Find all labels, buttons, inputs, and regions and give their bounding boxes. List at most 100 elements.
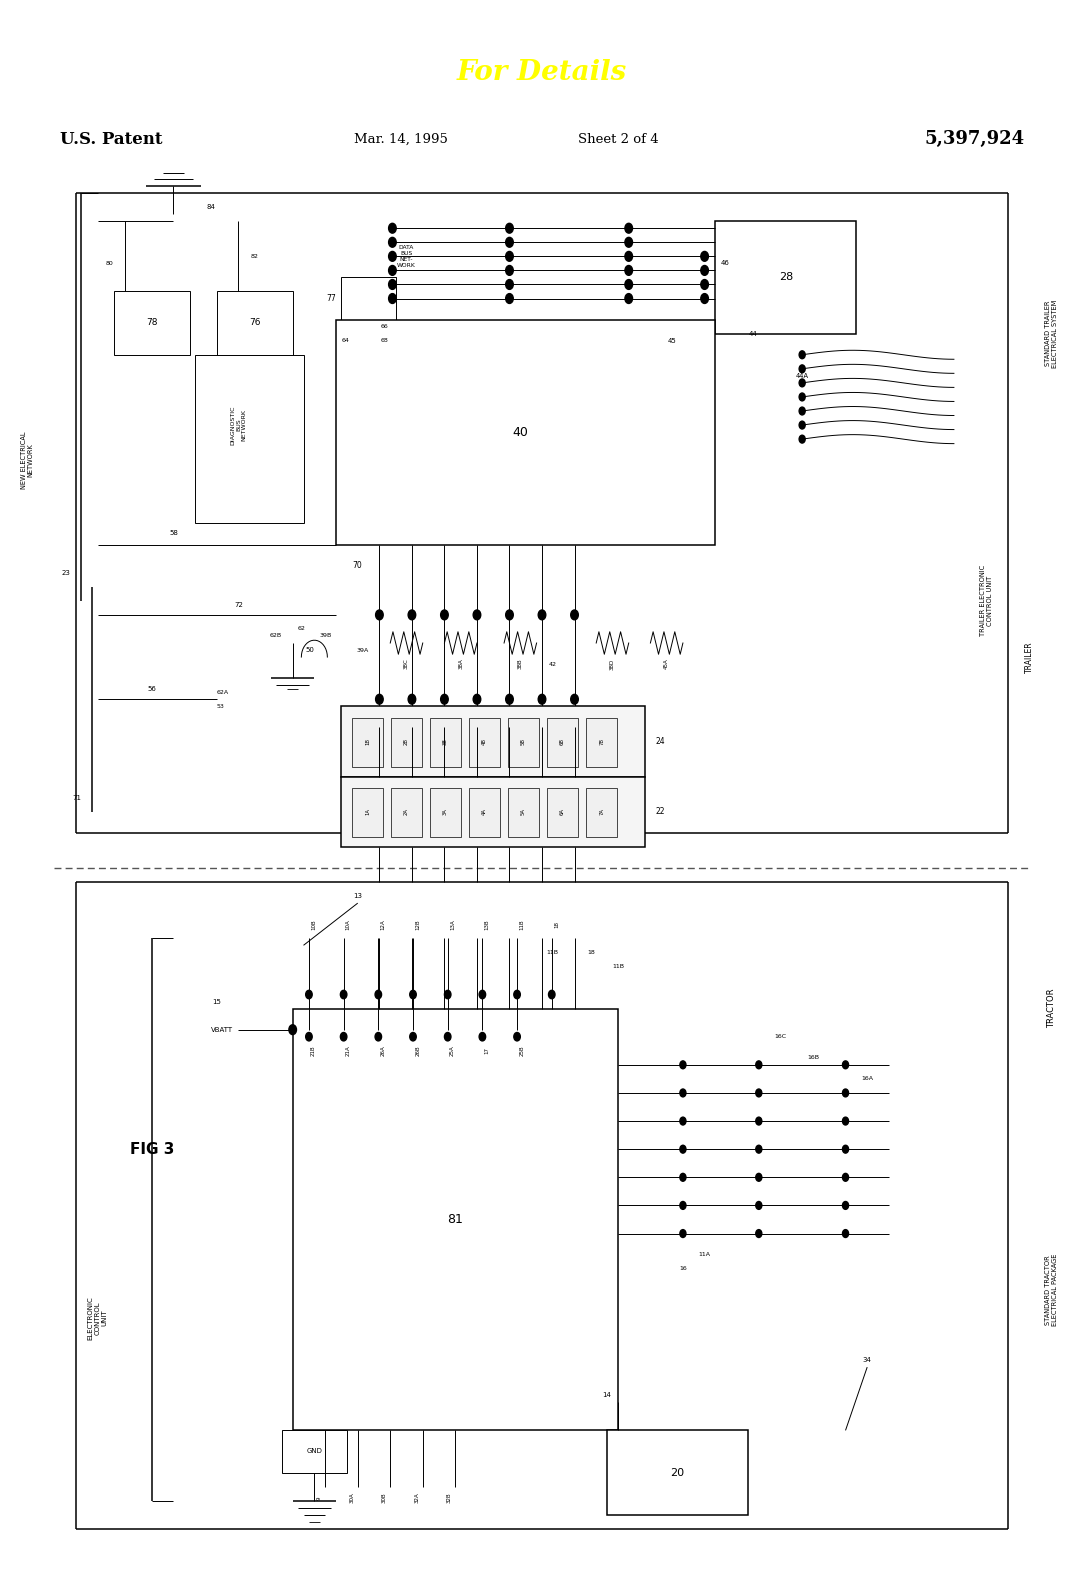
Text: 71: 71 bbox=[73, 795, 81, 801]
Circle shape bbox=[538, 694, 545, 704]
Text: STANDARD TRACTOR
ELECTRICAL PACKAGE: STANDARD TRACTOR ELECTRICAL PACKAGE bbox=[1045, 1254, 1058, 1326]
Text: 13A: 13A bbox=[450, 919, 455, 930]
Text: 22: 22 bbox=[656, 807, 666, 817]
Circle shape bbox=[340, 990, 347, 999]
Text: 44: 44 bbox=[749, 330, 758, 336]
Text: 16C: 16C bbox=[774, 1034, 787, 1038]
Bar bbox=[341, 776, 645, 847]
Text: 77: 77 bbox=[326, 294, 336, 303]
Circle shape bbox=[842, 1174, 849, 1181]
Circle shape bbox=[389, 237, 397, 247]
Text: 6B: 6B bbox=[560, 738, 565, 745]
Circle shape bbox=[799, 379, 805, 386]
Bar bbox=[430, 787, 461, 837]
Text: 46: 46 bbox=[721, 261, 730, 267]
Text: 5B: 5B bbox=[521, 738, 526, 745]
Text: 28: 28 bbox=[778, 272, 793, 283]
Text: 38C: 38C bbox=[404, 658, 409, 669]
Text: 14: 14 bbox=[603, 1392, 611, 1398]
Circle shape bbox=[624, 265, 633, 275]
Circle shape bbox=[624, 280, 633, 289]
Bar bbox=[341, 707, 645, 776]
Text: STANDARD TRAILER
ELECTRICAL SYSTEM: STANDARD TRAILER ELECTRICAL SYSTEM bbox=[1045, 300, 1058, 368]
Text: 62A: 62A bbox=[217, 690, 229, 694]
Circle shape bbox=[389, 294, 397, 303]
Bar bbox=[508, 787, 539, 837]
Circle shape bbox=[306, 990, 312, 999]
Text: TAP HERE: TAP HERE bbox=[511, 19, 573, 31]
Circle shape bbox=[538, 610, 545, 621]
Bar bbox=[547, 787, 578, 837]
Circle shape bbox=[410, 1032, 416, 1042]
Text: 84: 84 bbox=[207, 204, 216, 211]
Text: 12A: 12A bbox=[380, 919, 386, 930]
Text: 17: 17 bbox=[485, 1048, 490, 1054]
Bar bbox=[352, 787, 383, 837]
Circle shape bbox=[408, 694, 416, 704]
Text: 64: 64 bbox=[341, 338, 349, 342]
Circle shape bbox=[700, 294, 709, 303]
Text: 3B: 3B bbox=[443, 738, 448, 745]
Circle shape bbox=[479, 1032, 486, 1042]
Text: 44A: 44A bbox=[796, 372, 809, 379]
Text: 4B: 4B bbox=[482, 738, 487, 745]
Circle shape bbox=[680, 1202, 686, 1210]
Text: VBATT: VBATT bbox=[211, 1027, 233, 1032]
Text: DATA
BUS
NET-
WORK: DATA BUS NET- WORK bbox=[397, 245, 416, 267]
Text: 23: 23 bbox=[62, 570, 70, 575]
Text: NEW ELECTRICAL
NETWORK: NEW ELECTRICAL NETWORK bbox=[21, 432, 34, 489]
Text: 34: 34 bbox=[863, 1357, 872, 1364]
Text: TRAILER: TRAILER bbox=[1025, 641, 1034, 672]
Text: 2A: 2A bbox=[404, 807, 409, 815]
Circle shape bbox=[444, 1032, 451, 1042]
Circle shape bbox=[624, 223, 633, 233]
Text: 78: 78 bbox=[146, 317, 157, 327]
Circle shape bbox=[505, 223, 514, 233]
Text: 7A: 7A bbox=[599, 807, 604, 815]
Bar bbox=[469, 787, 500, 837]
Circle shape bbox=[389, 265, 397, 275]
Text: 32A: 32A bbox=[414, 1492, 420, 1503]
Text: 26B: 26B bbox=[415, 1045, 421, 1056]
Text: 7B: 7B bbox=[599, 738, 604, 745]
Text: 32B: 32B bbox=[447, 1492, 452, 1503]
Bar bbox=[391, 718, 422, 767]
Circle shape bbox=[680, 1060, 686, 1068]
Circle shape bbox=[799, 350, 805, 358]
Circle shape bbox=[799, 435, 805, 443]
Text: 80: 80 bbox=[106, 261, 114, 265]
Circle shape bbox=[680, 1117, 686, 1125]
Circle shape bbox=[842, 1145, 849, 1153]
Circle shape bbox=[842, 1230, 849, 1238]
Text: 45: 45 bbox=[668, 338, 676, 344]
Text: 3A: 3A bbox=[443, 809, 448, 815]
Circle shape bbox=[410, 990, 416, 999]
Text: 81: 81 bbox=[448, 1213, 463, 1225]
Text: 68: 68 bbox=[380, 338, 389, 342]
Circle shape bbox=[624, 294, 633, 303]
Circle shape bbox=[505, 251, 514, 261]
Circle shape bbox=[756, 1230, 762, 1238]
Text: TRACTOR: TRACTOR bbox=[1047, 988, 1056, 1029]
Text: 82: 82 bbox=[250, 255, 259, 259]
Circle shape bbox=[505, 265, 514, 275]
Text: For Details: For Details bbox=[456, 58, 628, 86]
Text: 50: 50 bbox=[306, 647, 314, 654]
Text: 30B: 30B bbox=[382, 1492, 387, 1503]
Circle shape bbox=[473, 694, 480, 704]
Text: 26A: 26A bbox=[380, 1045, 386, 1056]
Text: GND: GND bbox=[307, 1448, 322, 1455]
Bar bbox=[547, 718, 578, 767]
Text: 13: 13 bbox=[353, 892, 362, 899]
Text: FIG 3: FIG 3 bbox=[130, 1142, 175, 1156]
Text: 45A: 45A bbox=[664, 658, 669, 669]
Circle shape bbox=[624, 251, 633, 261]
Circle shape bbox=[549, 990, 555, 999]
Circle shape bbox=[756, 1089, 762, 1097]
Circle shape bbox=[842, 1089, 849, 1097]
Circle shape bbox=[756, 1117, 762, 1125]
Circle shape bbox=[799, 393, 805, 401]
Circle shape bbox=[680, 1174, 686, 1181]
Circle shape bbox=[680, 1089, 686, 1097]
Circle shape bbox=[288, 1024, 296, 1035]
